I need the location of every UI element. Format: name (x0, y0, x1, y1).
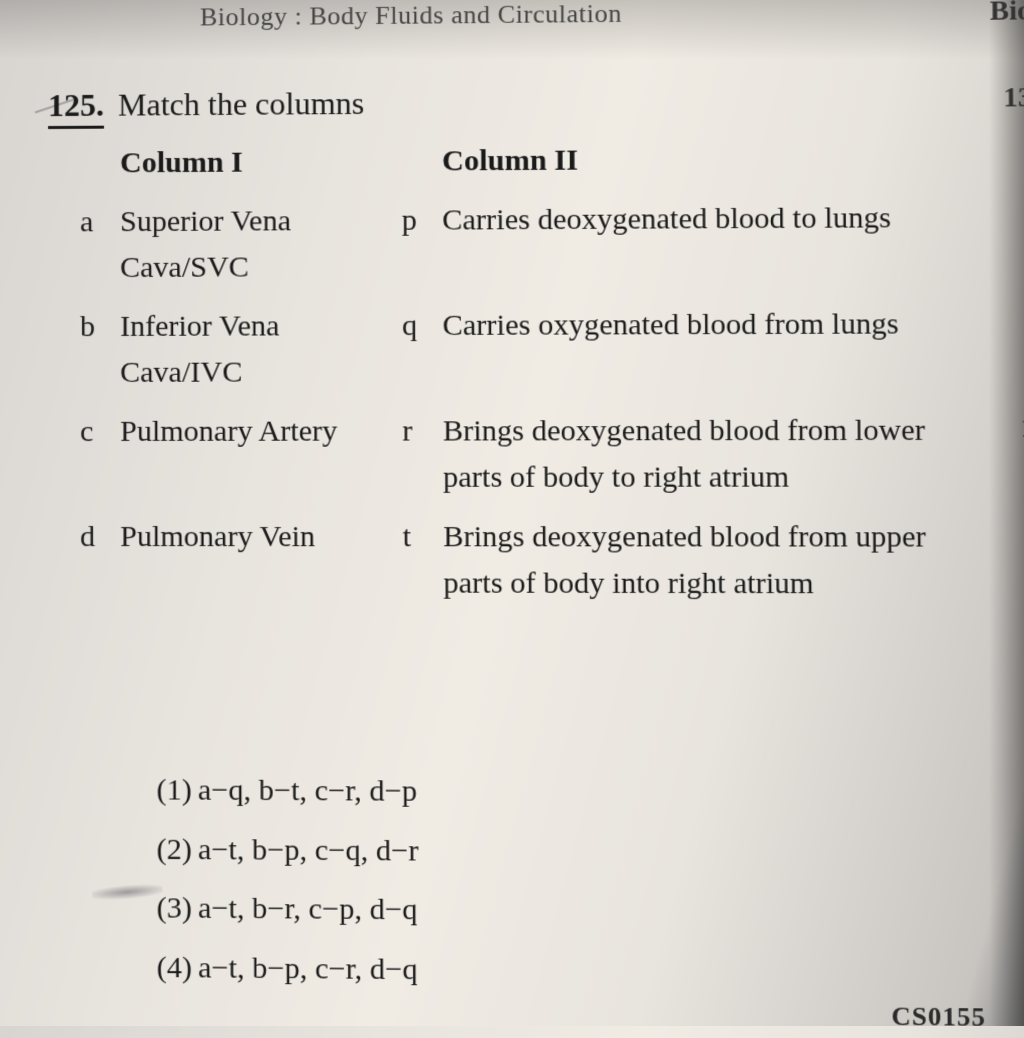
option-1: (1) a−q, b−t, c−r, d−p (157, 761, 419, 821)
match-columns-grid: Column I Column II a Superior Vena Cava/… (80, 135, 981, 608)
option-4-num: (4) (157, 938, 192, 997)
row-c-letter: c (80, 404, 120, 455)
row-a-letter: a (80, 195, 120, 246)
margin-text-bio: Bio (990, 0, 1024, 28)
row-p-col2: Carries deoxygenated blood to lungs (442, 190, 978, 244)
option-1-text: a−q, b−t, c−r, d−p (198, 761, 417, 821)
option-2-text: a−t, b−p, c−q, d−r (198, 820, 419, 880)
row-q-letter: q (402, 298, 443, 349)
row-p-letter: p (402, 193, 443, 244)
option-2-num: (2) (157, 820, 192, 879)
row-t-col2: Brings deoxygenated blood from upper par… (443, 509, 981, 608)
option-3-num: (3) (157, 879, 192, 938)
row-d-letter: d (80, 509, 120, 560)
row-r-letter: r (402, 404, 443, 455)
footer-code: CS0155 (891, 1001, 986, 1033)
question-title: Match the columns (118, 85, 364, 124)
row-t-letter: t (403, 509, 444, 560)
option-1-num: (1) (157, 761, 192, 820)
option-2: (2) a−t, b−p, c−q, d−r (157, 820, 419, 881)
page-content: Biology : Body Fluids and Circulation Bi… (0, 0, 1024, 1038)
row-b-col1: Inferior Vena Cava/IVC (120, 298, 402, 396)
question-number: 125. (48, 87, 104, 129)
row-r-col2: Brings deoxygenated blood from lower par… (443, 403, 980, 502)
row-a-col1: Superior Vena Cava/SVC (120, 193, 402, 291)
row-b-letter: b (80, 299, 120, 350)
question-header: 125. Match the columns (48, 85, 364, 129)
row-d-col1: Pulmonary Vein (120, 509, 403, 560)
option-3-text: a−t, b−r, c−p, d−q (198, 879, 418, 940)
option-4: (4) a−t, b−p, c−r, d−q (157, 938, 419, 999)
column-1-header: Column I (120, 139, 402, 187)
row-c-col1: Pulmonary Artery (120, 404, 402, 455)
option-4-text: a−t, b−p, c−r, d−q (198, 938, 418, 999)
column-2-header: Column II (442, 135, 977, 185)
pencil-selection-mark (91, 877, 163, 907)
margin-text-1: 1 (1020, 412, 1024, 445)
row-q-col2: Carries oxygenated blood from lungs (442, 296, 978, 349)
chapter-header: Biology : Body Fluids and Circulation (200, 0, 622, 32)
answer-options: (1) a−q, b−t, c−r, d−p (2) a−t, b−p, c−q… (157, 761, 419, 999)
option-3: (3) a−t, b−r, c−p, d−q (157, 879, 419, 940)
margin-text-13: 13 (1003, 82, 1024, 115)
